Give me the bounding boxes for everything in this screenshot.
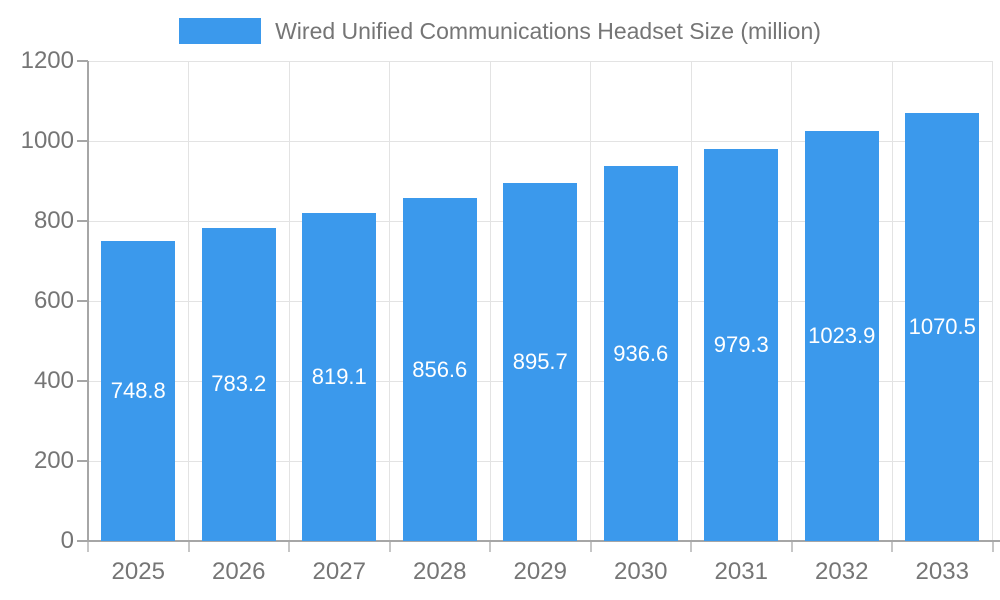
bar [503,182,578,541]
x-axis-tick [187,541,190,552]
y-tick-label: 800 [33,207,74,234]
x-tick-label: 2027 [312,558,366,585]
bar-value-label: 819.1 [311,364,367,390]
x-axis-tick [690,541,692,552]
bar [804,131,879,541]
y-axis-line [87,61,89,541]
x-tick-label: 2026 [212,558,266,585]
x-tick-label: 2032 [815,558,869,585]
x-tick-label: 2029 [513,558,567,585]
vertical-gridline [489,61,491,541]
y-axis-tick [77,380,88,382]
y-tick-label: 0 [60,527,74,554]
x-axis-tick [288,541,290,552]
vertical-gridline [188,61,189,541]
vertical-gridline [389,61,390,541]
x-axis-tick [388,541,391,552]
x-axis-tick [489,541,491,552]
bar-value-label: 1023.9 [808,323,876,349]
vertical-gridline [590,61,591,541]
bar-value-label: 856.6 [412,356,468,382]
bar [402,198,477,541]
x-tick-label: 2028 [413,558,467,585]
vertical-gridline [690,61,692,541]
x-axis-tick [87,541,89,552]
legend-swatch [179,18,262,44]
vertical-gridline [288,61,290,541]
y-tick-label: 1200 [20,47,74,74]
horizontal-gridline [88,60,993,62]
x-tick-label: 2025 [111,558,165,585]
bar [201,227,276,541]
bar-value-label: 748.8 [110,378,166,404]
x-axis-line [77,540,1000,542]
bar-value-label: 1070.5 [908,313,976,339]
bar-value-label: 936.6 [613,340,669,366]
x-axis-tick [991,541,994,552]
x-axis-tick [790,541,793,552]
y-axis-tick [77,60,88,62]
bar-value-label: 979.3 [713,332,769,358]
x-axis-tick [891,541,893,552]
bar [101,241,176,541]
x-tick-label: 2033 [915,558,969,585]
vertical-gridline [992,61,993,541]
vertical-gridline [791,61,792,541]
bar [603,166,678,541]
y-axis-tick [77,220,88,222]
x-axis-tick [589,541,592,552]
x-tick-label: 2030 [614,558,668,585]
y-axis-tick [77,460,88,462]
y-axis-tick [77,300,88,302]
legend-series-label: Wired Unified Communications Headset Siz… [275,17,821,44]
y-tick-label: 400 [33,367,74,394]
bar-value-label: 783.2 [211,371,267,397]
x-tick-label: 2031 [714,558,768,585]
bar [704,149,779,541]
y-tick-label: 200 [33,447,74,474]
bar-value-label: 895.7 [512,348,568,374]
vertical-gridline [891,61,893,541]
chart-legend: Wired Unified Communications Headset Siz… [0,16,1000,46]
bar [302,213,377,541]
bar [905,112,980,541]
y-tick-label: 600 [33,287,74,314]
horizontal-gridline [88,140,993,142]
y-axis-tick [77,140,88,142]
y-tick-label: 1000 [20,127,74,154]
